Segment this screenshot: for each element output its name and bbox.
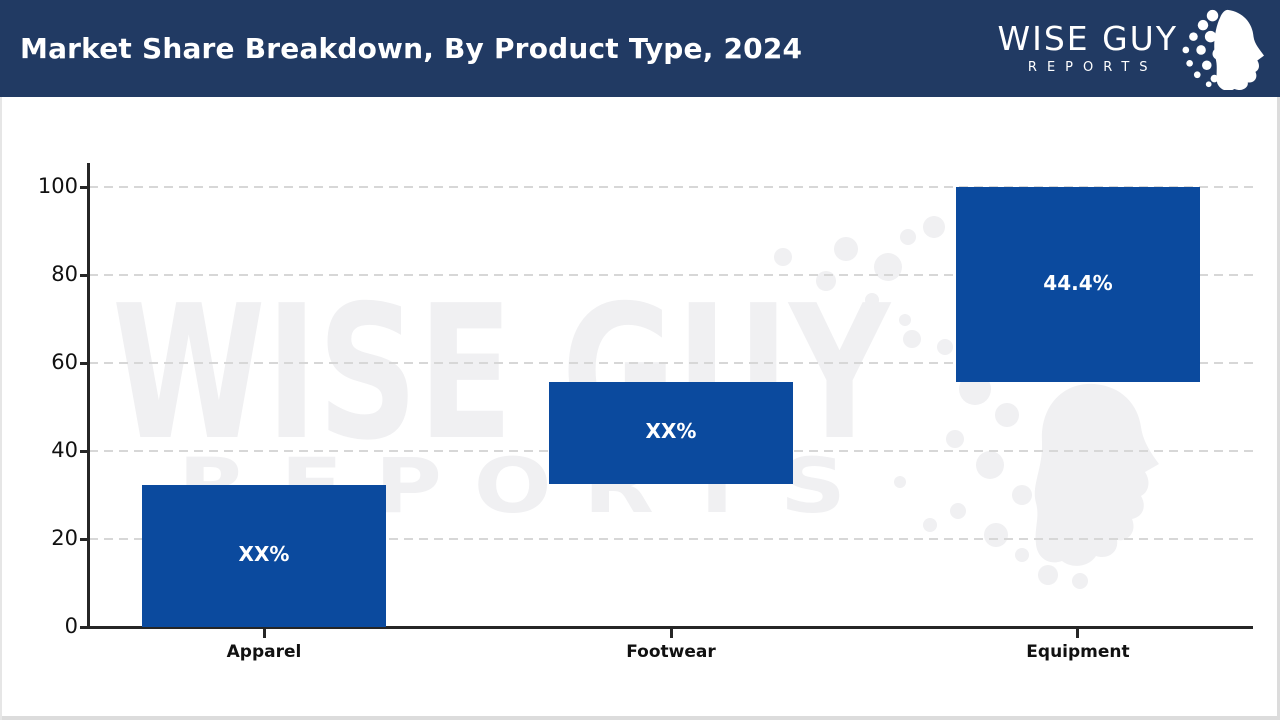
- y-tick-mark: [80, 185, 89, 189]
- gridline: [89, 274, 1253, 277]
- bar-value-label: XX%: [238, 541, 290, 566]
- bar-value-label: XX%: [645, 419, 697, 444]
- logo-text: WISE GUY REPORTS: [997, 22, 1178, 75]
- x-axis-label-footwear: Footwear: [626, 642, 716, 662]
- x-tick-mark: [1076, 629, 1080, 638]
- x-tick-mark: [669, 629, 673, 638]
- y-tick-label: 100: [37, 174, 78, 199]
- x-tick-mark: [262, 629, 266, 638]
- wiseguy-logo: WISE GUY REPORTS: [997, 8, 1266, 90]
- bar-equipment: [955, 187, 1201, 383]
- gridline: [89, 186, 1253, 189]
- bar-value-label: 44.4%: [1043, 270, 1113, 295]
- x-axis-label-equipment: Equipment: [1026, 642, 1130, 662]
- watermark-head-profile: [1034, 383, 1159, 566]
- bar-apparel: [141, 484, 387, 627]
- page-border-left: [0, 97, 2, 720]
- y-tick-label: 0: [64, 614, 78, 638]
- page-border-bottom: [0, 716, 1280, 720]
- logo-wordmark: WISE GUY: [997, 19, 1178, 59]
- y-tick-label: 80: [51, 262, 78, 287]
- y-tick-label: 20: [51, 526, 78, 551]
- y-tick-label: 40: [51, 438, 78, 463]
- page-border-right: [1277, 97, 1280, 720]
- plot-area: 0 20 40 60 80 100 Apparel XX% Footwear XX% Equipme…: [0, 97, 1280, 720]
- y-tick-mark: [80, 537, 89, 541]
- gridline: [89, 538, 1253, 541]
- y-tick-label: 60: [51, 350, 78, 375]
- bar-footwear: [548, 382, 794, 485]
- header: Market Share Breakdown, By Product Type,…: [0, 0, 1280, 97]
- y-tick-mark: [80, 361, 89, 365]
- chart-title: Market Share Breakdown, By Product Type,…: [20, 32, 803, 65]
- watermark-head: [774, 216, 1159, 589]
- y-tick-mark: [80, 273, 89, 277]
- logo-reports-label: REPORTS: [1027, 59, 1158, 75]
- logo-head-icon: [1182, 9, 1264, 90]
- y-axis-line: [86, 163, 90, 629]
- x-axis-label-apparel: Apparel: [226, 642, 302, 662]
- chart-body: WISE GUY R E P O R T S 0 20 40 60 80 100 Appar…: [0, 97, 1280, 720]
- y-tick-mark: [80, 449, 89, 453]
- y-tick-mark: [80, 625, 89, 629]
- x-axis-line: [86, 626, 1253, 629]
- gridline: [89, 362, 1253, 365]
